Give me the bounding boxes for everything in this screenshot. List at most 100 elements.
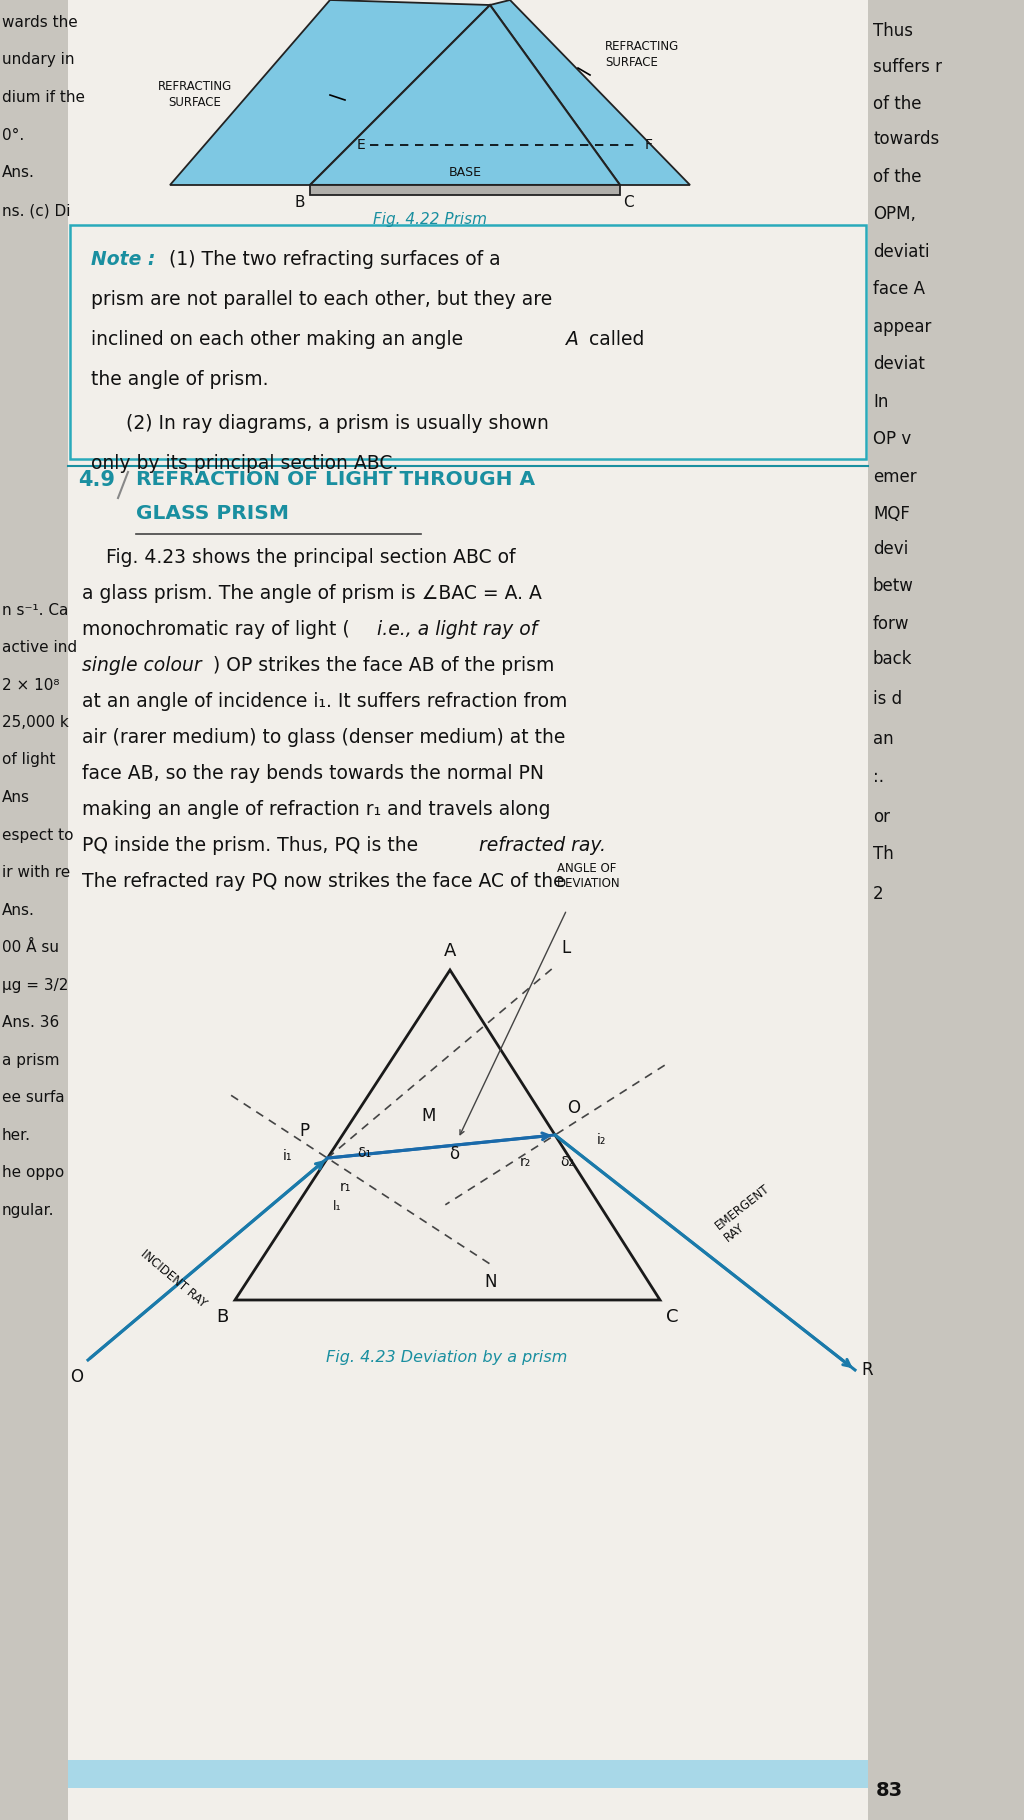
Text: O: O: [567, 1099, 580, 1117]
Text: GLASS PRISM: GLASS PRISM: [136, 504, 289, 522]
Polygon shape: [234, 970, 660, 1299]
Text: a glass prism. The angle of prism is ∠BAC = A. A: a glass prism. The angle of prism is ∠BA…: [82, 584, 542, 602]
Text: Note :: Note :: [91, 249, 156, 269]
Text: 2 × 10⁸: 2 × 10⁸: [2, 679, 59, 693]
Text: REFRACTION OF LIGHT THROUGH A: REFRACTION OF LIGHT THROUGH A: [136, 470, 536, 490]
Text: E: E: [356, 138, 365, 153]
Text: Th: Th: [873, 844, 894, 863]
Text: a prism: a prism: [2, 1054, 59, 1068]
Text: face A: face A: [873, 280, 925, 298]
Text: M: M: [421, 1107, 435, 1125]
Text: Ans.: Ans.: [2, 903, 35, 917]
Text: Thus: Thus: [873, 22, 913, 40]
Text: n s⁻¹. Ca: n s⁻¹. Ca: [2, 602, 69, 619]
Text: face AB, so the ray bends towards the normal PN: face AB, so the ray bends towards the no…: [82, 764, 544, 783]
Text: refracted ray.: refracted ray.: [479, 835, 606, 855]
Text: N: N: [484, 1272, 497, 1290]
Text: (2) In ray diagrams, a prism is usually shown: (2) In ray diagrams, a prism is usually …: [126, 413, 549, 433]
Text: ANGLE OF
DEVIATION: ANGLE OF DEVIATION: [557, 861, 621, 890]
Text: Ans: Ans: [2, 790, 30, 804]
Text: (1) The two refracting surfaces of a: (1) The two refracting surfaces of a: [169, 249, 501, 269]
Text: of the: of the: [873, 95, 922, 113]
Text: undary in: undary in: [2, 53, 75, 67]
Polygon shape: [310, 5, 620, 186]
Text: OPM,: OPM,: [873, 206, 915, 224]
Text: i₂: i₂: [597, 1134, 606, 1147]
Text: A: A: [566, 329, 579, 349]
Text: at an angle of incidence i₁. It suffers refraction from: at an angle of incidence i₁. It suffers …: [82, 692, 567, 712]
Text: 4.9: 4.9: [78, 470, 115, 490]
Text: REFRACTING
SURFACE: REFRACTING SURFACE: [605, 40, 679, 69]
Text: of light: of light: [2, 752, 55, 766]
Text: monochromatic ray of light (: monochromatic ray of light (: [82, 621, 350, 639]
Text: δ₁: δ₁: [357, 1147, 372, 1159]
Text: R: R: [861, 1361, 872, 1380]
Text: he oppo: he oppo: [2, 1165, 65, 1179]
Text: ) OP strikes the face AB of the prism: ) OP strikes the face AB of the prism: [213, 655, 554, 675]
Text: or: or: [873, 808, 890, 826]
Text: F: F: [645, 138, 653, 153]
Text: her.: her.: [2, 1128, 31, 1143]
Text: r₂: r₂: [519, 1156, 530, 1168]
Text: EMERGENT
RAY: EMERGENT RAY: [713, 1181, 781, 1245]
Text: 83: 83: [876, 1782, 903, 1800]
Text: making an angle of refraction r₁ and travels along: making an angle of refraction r₁ and tra…: [82, 801, 551, 819]
Text: 2: 2: [873, 885, 884, 903]
Text: of the: of the: [873, 167, 922, 186]
Text: OP v: OP v: [873, 430, 911, 448]
Text: PQ inside the prism. Thus, PQ is the: PQ inside the prism. Thus, PQ is the: [82, 835, 424, 855]
Text: B: B: [217, 1309, 229, 1327]
Text: prism are not parallel to each other, but they are: prism are not parallel to each other, bu…: [91, 289, 552, 309]
Text: betw: betw: [873, 577, 913, 595]
Text: Fig. 4.23 Deviation by a prism: Fig. 4.23 Deviation by a prism: [327, 1350, 567, 1365]
Text: appear: appear: [873, 318, 932, 337]
Text: devi: devi: [873, 541, 908, 559]
Text: MQF: MQF: [873, 504, 910, 522]
Polygon shape: [490, 0, 690, 186]
Text: Ans. 36: Ans. 36: [2, 1016, 59, 1030]
Text: C: C: [623, 195, 634, 209]
Text: δ: δ: [450, 1145, 460, 1163]
Text: P: P: [299, 1123, 309, 1139]
Text: BASE: BASE: [449, 166, 481, 178]
Text: back: back: [873, 650, 912, 668]
Text: deviat: deviat: [873, 355, 925, 373]
Text: REFRACTING
SURFACE: REFRACTING SURFACE: [158, 80, 232, 109]
Text: is d: is d: [873, 690, 902, 708]
Text: μg = 3/2: μg = 3/2: [2, 977, 69, 994]
FancyBboxPatch shape: [70, 226, 866, 459]
Text: i₁: i₁: [283, 1148, 292, 1163]
Text: 0°.: 0°.: [2, 127, 25, 144]
Text: the angle of prism.: the angle of prism.: [91, 369, 268, 389]
FancyBboxPatch shape: [68, 0, 868, 1820]
Text: Fig. 4.22 Prism: Fig. 4.22 Prism: [373, 211, 487, 228]
Text: B: B: [295, 195, 305, 209]
Text: ngular.: ngular.: [2, 1203, 54, 1218]
Text: emer: emer: [873, 468, 916, 486]
Text: called: called: [583, 329, 644, 349]
Text: espect to: espect to: [2, 828, 74, 843]
Text: deviati: deviati: [873, 244, 930, 260]
Text: A: A: [443, 943, 456, 959]
Text: L: L: [562, 939, 571, 957]
Text: l₁: l₁: [333, 1199, 341, 1214]
Text: suffers r: suffers r: [873, 58, 942, 76]
Text: In: In: [873, 393, 889, 411]
Text: 00 Å su: 00 Å su: [2, 939, 59, 956]
Text: δ₂: δ₂: [560, 1156, 574, 1168]
Text: C: C: [666, 1309, 679, 1327]
Text: an: an: [873, 730, 894, 748]
Polygon shape: [310, 186, 620, 195]
Text: :.: :.: [873, 768, 884, 786]
Text: O: O: [70, 1369, 83, 1387]
Text: towards: towards: [873, 129, 939, 147]
Text: 25,000 k: 25,000 k: [2, 715, 69, 730]
Text: only by its principal section ABC.: only by its principal section ABC.: [91, 453, 398, 473]
Text: Fig. 4.23 shows the principal section ABC of: Fig. 4.23 shows the principal section AB…: [82, 548, 515, 568]
FancyBboxPatch shape: [68, 1760, 868, 1787]
Text: forw: forw: [873, 615, 909, 633]
Text: ee surfa: ee surfa: [2, 1090, 65, 1105]
Text: INCIDENT RAY: INCIDENT RAY: [138, 1249, 209, 1310]
Text: wards the: wards the: [2, 15, 78, 29]
Polygon shape: [170, 0, 490, 186]
